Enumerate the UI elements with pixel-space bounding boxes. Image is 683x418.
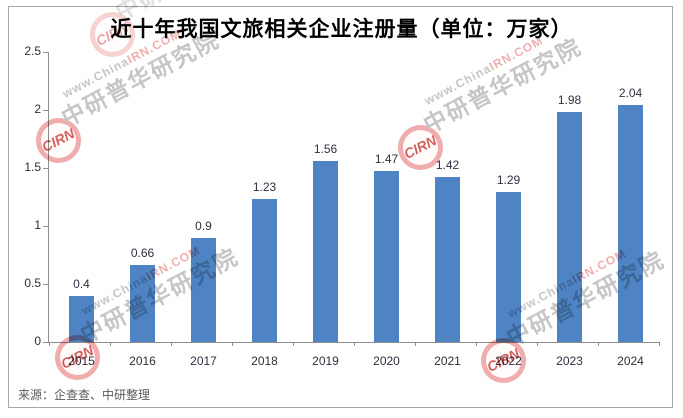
x-axis-tick-label: 2016	[129, 354, 156, 368]
y-axis-tick	[43, 167, 48, 169]
y-axis-tick-label: 2.5	[24, 44, 41, 58]
bar-value-label: 1.56	[313, 142, 338, 156]
y-axis-tick	[43, 109, 48, 111]
chart-bar	[130, 265, 155, 342]
bar-value-label: 1.98	[557, 93, 582, 107]
chart-bar	[252, 199, 277, 342]
chart-title: 近十年我国文旅相关企业注册量（单位：万家）	[110, 17, 573, 41]
x-axis-tick	[598, 342, 599, 346]
chart-bar	[191, 238, 216, 342]
x-axis-tick	[49, 342, 50, 346]
y-axis-tick-label: 2	[34, 102, 41, 116]
y-axis-tick-label: 1	[34, 218, 41, 232]
y-axis-tick-label: 0	[34, 334, 41, 348]
y-axis-tick	[43, 341, 48, 343]
x-axis-tick-label: 2020	[373, 354, 400, 368]
x-axis-tick	[110, 342, 111, 346]
y-axis-tick	[43, 51, 48, 53]
x-axis-tick-label: 2021	[434, 354, 461, 368]
y-axis-tick	[43, 283, 48, 285]
x-axis-tick	[415, 342, 416, 346]
x-axis-tick	[293, 342, 294, 346]
x-axis-tick	[537, 342, 538, 346]
chart-frame	[8, 6, 673, 408]
x-axis-tick-label: 2019	[312, 354, 339, 368]
chart-bar	[618, 105, 643, 342]
bar-value-label: 1.29	[496, 173, 521, 187]
bar-value-label: 0.4	[73, 277, 90, 291]
x-axis-tick	[476, 342, 477, 346]
chart-bar	[435, 177, 460, 342]
bar-value-label: 1.42	[435, 158, 460, 172]
plot-area: 0 0.5 1 1.5 2 2.5 0.4 2015 0.66 2016 0.9 2017 1.23 20…	[24, 44, 660, 368]
x-axis-tick	[171, 342, 172, 346]
chart-bar	[557, 112, 582, 342]
x-axis-tick-label: 2024	[617, 354, 644, 368]
bar-value-label: 0.9	[195, 219, 212, 233]
x-axis-tick	[354, 342, 355, 346]
x-axis-tick	[659, 342, 660, 346]
chart-bar	[374, 171, 399, 342]
bar-value-label: 1.47	[374, 152, 399, 166]
chart-bar	[69, 296, 94, 342]
bar-value-label: 1.23	[252, 180, 277, 194]
x-axis-tick	[232, 342, 233, 346]
x-axis-tick-label: 2018	[251, 354, 278, 368]
bar-value-label: 2.04	[618, 86, 643, 100]
y-axis-tick-label: 0.5	[24, 276, 41, 290]
x-axis-tick-label: 2017	[190, 354, 217, 368]
x-axis-tick-label: 2023	[556, 354, 583, 368]
x-axis-tick-label: 2015	[68, 354, 95, 368]
bar-value-label: 0.66	[130, 246, 155, 260]
source-note: 来源：企查查、中研整理	[18, 388, 151, 402]
chart-bar	[313, 161, 338, 342]
y-axis-tick	[43, 225, 48, 227]
chart-bar	[496, 192, 521, 342]
y-axis-tick-label: 1.5	[24, 160, 41, 174]
x-axis-tick-label: 2022	[495, 354, 522, 368]
